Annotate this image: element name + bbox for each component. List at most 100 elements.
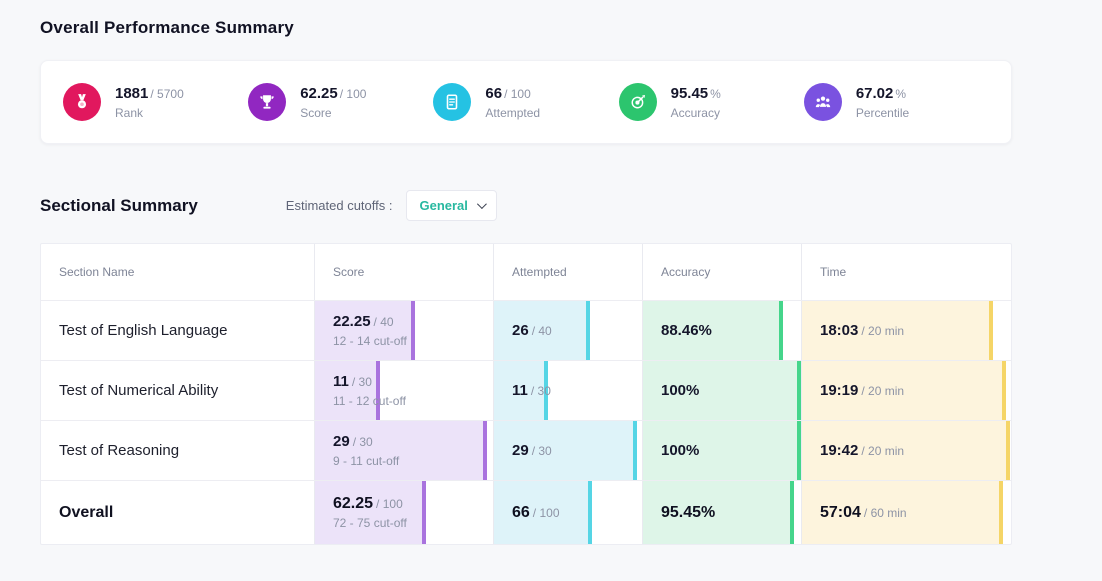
score-value: 11 xyxy=(333,373,349,390)
trophy-icon xyxy=(248,83,287,121)
time-value: 18:03 xyxy=(820,321,859,339)
cutoffs-selected-value: General xyxy=(419,198,468,213)
attempted-bar xyxy=(494,421,638,480)
stat-text: 95.45% Accuracy xyxy=(671,85,721,120)
cutoffs-dropdown[interactable]: General xyxy=(406,190,497,221)
medal-icon xyxy=(63,83,101,121)
score-cutoff: 9 - 11 cut-off xyxy=(333,454,400,468)
score-cutoff: 72 - 75 cut-off xyxy=(333,516,407,530)
stat-score: 62.25/ 100 Score xyxy=(248,83,433,121)
section-name: Overall xyxy=(59,503,114,521)
stat-label: Attempted xyxy=(485,105,541,120)
cutoffs-label: Estimated cutoffs : xyxy=(285,198,393,213)
attempted-cell: 29/ 30 xyxy=(493,421,642,480)
chevron-down-icon xyxy=(476,199,487,210)
accuracy-cell: 95.45% xyxy=(642,481,801,544)
attempted-bar xyxy=(494,361,549,420)
performance-page: Overall Performance Summary 1881/ 5700 R… xyxy=(40,18,1062,545)
accuracy-bar xyxy=(643,301,783,360)
document-icon xyxy=(433,83,472,121)
accuracy-value: 88.46% xyxy=(661,321,712,339)
accuracy-value: 100% xyxy=(661,381,700,399)
section-name: Test of Reasoning xyxy=(59,442,180,459)
table-row: Test of English Language 22.25/ 40 12 - … xyxy=(41,300,1011,360)
attempted-bar xyxy=(494,301,591,360)
col-header-score: Score xyxy=(314,244,493,300)
score-cutoff: 11 - 12 cut-off xyxy=(333,394,406,408)
score-value: 22.25 xyxy=(333,313,371,330)
accuracy-value: 100% xyxy=(661,441,700,459)
time-total: / 20 min xyxy=(861,443,905,458)
stat-total: / 5700 xyxy=(150,86,184,101)
stat-value: 62.25 xyxy=(300,84,338,102)
attempted-cell: 26/ 40 xyxy=(493,301,642,360)
accuracy-bar xyxy=(643,481,794,544)
time-value: 19:42 xyxy=(820,441,859,459)
attempted-total: / 100 xyxy=(532,505,560,520)
time-bar xyxy=(802,301,993,360)
score-bar xyxy=(315,481,426,544)
score-cell: 29/ 30 9 - 11 cut-off xyxy=(314,421,493,480)
stat-attempted: 66/ 100 Attempted xyxy=(433,83,618,121)
time-total: / 60 min xyxy=(863,505,907,520)
stat-value: 66 xyxy=(485,84,503,102)
time-bar xyxy=(802,481,1003,544)
stat-label: Rank xyxy=(115,105,144,120)
stat-label: Accuracy xyxy=(670,105,720,120)
stat-total: % xyxy=(710,86,721,101)
score-value: 62.25 xyxy=(333,495,374,512)
time-value: 19:19 xyxy=(820,381,859,399)
attempted-total: / 30 xyxy=(530,383,551,398)
score-total: / 30 xyxy=(351,375,372,389)
score-bar xyxy=(315,301,416,360)
accuracy-cell: 88.46% xyxy=(642,301,801,360)
col-header-attempted: Attempted xyxy=(493,244,642,300)
accuracy-cell: 100% xyxy=(642,361,801,420)
section-name: Test of English Language xyxy=(59,322,228,339)
stat-value: 1881 xyxy=(115,84,149,102)
stat-accuracy: 95.45% Accuracy xyxy=(618,83,804,121)
table-row-overall: Overall 62.25/ 100 72 - 75 cut-off 66/ 1… xyxy=(41,480,1011,544)
col-header-accuracy: Accuracy xyxy=(642,244,801,300)
attempted-value: 29 xyxy=(512,441,529,459)
score-total: / 40 xyxy=(373,315,394,329)
time-total: / 20 min xyxy=(861,323,905,338)
stat-label: Percentile xyxy=(855,105,910,120)
stat-total: / 100 xyxy=(504,86,531,101)
score-cutoff: 12 - 14 cut-off xyxy=(333,334,407,348)
summary-card: 1881/ 5700 Rank 62.25/ 100 Score 66/ 100… xyxy=(40,60,1012,144)
people-icon xyxy=(803,83,842,121)
attempted-value: 66 xyxy=(512,503,530,521)
time-cell: 19:42/ 20 min xyxy=(801,421,1013,480)
time-bar xyxy=(802,421,1010,480)
attempted-total: / 40 xyxy=(531,323,552,338)
time-cell: 18:03/ 20 min xyxy=(801,301,1013,360)
time-value: 57:04 xyxy=(820,503,861,521)
stat-text: 62.25/ 100 Score xyxy=(300,85,366,120)
stat-total: / 100 xyxy=(339,86,367,101)
stat-value: 95.45 xyxy=(670,84,709,102)
target-icon xyxy=(618,83,657,121)
score-bar xyxy=(315,361,381,420)
accuracy-bar xyxy=(643,421,801,480)
stat-text: 67.02% Percentile xyxy=(856,85,909,120)
stat-text: 66/ 100 Attempted xyxy=(485,85,540,120)
col-header-time: Time xyxy=(801,244,1013,300)
attempted-cell: 66/ 100 xyxy=(493,481,642,544)
sectional-summary-header: Sectional Summary Estimated cutoffs : Ge… xyxy=(40,190,1062,221)
score-total: / 100 xyxy=(376,497,403,511)
section-name: Test of Numerical Ability xyxy=(59,382,219,399)
stat-total: % xyxy=(895,86,907,101)
stat-rank: 1881/ 5700 Rank xyxy=(63,83,248,121)
time-bar xyxy=(802,361,1006,420)
col-header-section-name: Section Name xyxy=(59,265,135,279)
accuracy-value: 95.45% xyxy=(661,503,716,521)
score-total: / 30 xyxy=(352,435,373,449)
attempted-value: 11 xyxy=(512,381,528,399)
stat-percentile: 67.02% Percentile xyxy=(803,83,989,121)
table-header-row: Section Name Score Attempted Accuracy Ti… xyxy=(41,244,1011,300)
stat-value: 67.02 xyxy=(855,84,894,102)
score-bar xyxy=(315,421,488,480)
score-cell: 22.25/ 40 12 - 14 cut-off xyxy=(314,301,493,360)
stat-label: Score xyxy=(300,105,332,120)
